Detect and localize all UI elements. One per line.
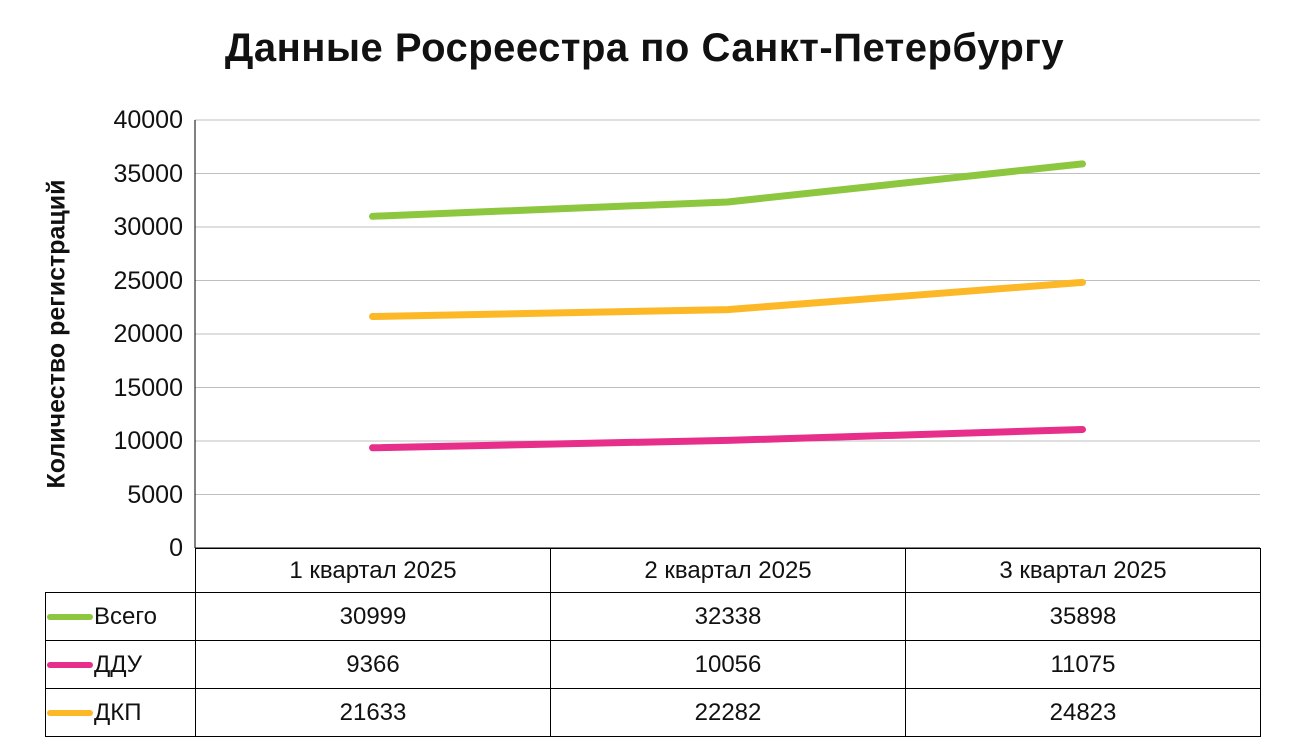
series-name: Всего [94,602,157,630]
legend-cell: ДДУ [45,640,196,689]
series-line-1 [369,425,1086,452]
category-label: 1 квартал 2025 [195,548,551,593]
series-line-0 [369,160,1086,220]
series-name: ДКП [94,698,142,726]
value-cell: 32338 [550,592,906,641]
value-cell: 21633 [195,688,551,737]
series-name: ДДУ [94,650,143,678]
value-cell: 22282 [550,688,906,737]
data-table: 1 квартал 2025 2 квартал 2025 3 квартал 20… [45,548,1261,737]
value-cell: 35898 [905,592,1261,641]
table-row: ДКП 21633 22282 24823 [45,688,1261,737]
value-cell: 10056 [550,640,906,689]
legend-line-icon [47,661,93,668]
value-cell: 24823 [905,688,1261,737]
value-cell: 9366 [195,640,551,689]
category-label: 2 квартал 2025 [550,548,906,593]
table-row: Всего 30999 32338 35898 [45,592,1261,641]
series-line-2 [369,278,1086,321]
legend-line-icon [47,613,93,620]
legend-cell: Всего [45,592,196,641]
table-corner-cell [46,549,196,593]
data-table-grid: 1 квартал 2025 2 квартал 2025 3 квартал 20… [45,548,1261,737]
value-cell: 30999 [195,592,551,641]
legend-cell: ДКП [45,688,196,737]
legend-line-icon [47,709,93,716]
category-label: 3 квартал 2025 [905,548,1261,593]
value-cell: 11075 [905,640,1261,689]
chart-title: Данные Росреестра по Санкт-Петербургу [224,26,1065,70]
table-row: ДДУ 9366 10056 11075 [45,640,1261,689]
